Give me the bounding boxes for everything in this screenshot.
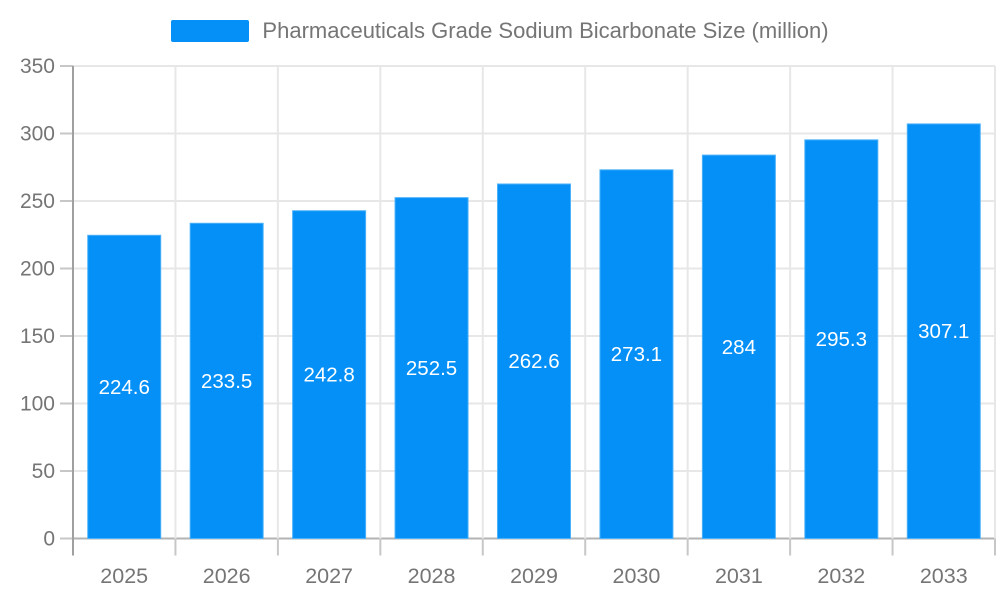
- x-tick-label-2025: 2025: [100, 564, 148, 588]
- x-tick-label-2028: 2028: [408, 564, 456, 588]
- bar-2029[interactable]: [497, 183, 571, 540]
- y-tick-label: 50: [32, 460, 55, 483]
- x-tick-label-2026: 2026: [203, 564, 251, 588]
- bar-value-label-2028: 252.5: [406, 357, 457, 380]
- y-tick-label: 300: [20, 123, 55, 146]
- x-tick-label-2027: 2027: [305, 564, 353, 588]
- bar-2028[interactable]: [394, 197, 469, 539]
- bar-value-label-2027: 242.8: [303, 364, 354, 387]
- bar-2025[interactable]: [87, 234, 162, 539]
- y-tick-label: 0: [43, 528, 55, 551]
- bar-2027[interactable]: [292, 210, 367, 539]
- x-tick-label-2032: 2032: [817, 564, 865, 588]
- bar-value-label-2025: 224.6: [99, 376, 150, 399]
- legend-marker[interactable]: [171, 20, 250, 42]
- y-tick-label: 350: [20, 55, 55, 78]
- bar-value-label-2031: 284: [722, 336, 756, 359]
- bar-value-label-2026: 233.5: [201, 370, 252, 393]
- bar-value-label-2029: 262.6: [508, 350, 559, 373]
- bar-series: [87, 123, 981, 540]
- bar-2031[interactable]: [701, 154, 776, 539]
- y-axis-labels: 0 50 100 150 200 250 300 350: [20, 55, 55, 551]
- x-tick-label-2029: 2029: [510, 564, 558, 588]
- bar-2032[interactable]: [804, 139, 879, 539]
- bar-2033[interactable]: [906, 123, 981, 539]
- y-tick-label: 150: [20, 325, 55, 348]
- chart-legend: Pharmaceuticals Grade Sodium Bicarbonate…: [0, 17, 1000, 45]
- y-tick-label: 250: [20, 190, 55, 213]
- bar-value-labels: 224.6 233.5 242.8 252.5 262.6 273.1 284 295.3 30…: [99, 320, 970, 399]
- x-tick-label-2031: 2031: [715, 564, 763, 588]
- x-axis-labels: 2025 2026 2027 2028 2029 2030 2031 2032 2033: [100, 564, 967, 588]
- y-tick-label: 100: [20, 393, 55, 416]
- bar-value-label-2033: 307.1: [918, 320, 969, 343]
- bar-2030[interactable]: [599, 169, 674, 539]
- legend-label[interactable]: Pharmaceuticals Grade Sodium Bicarbonate…: [262, 18, 829, 43]
- bar-2026[interactable]: [189, 222, 264, 539]
- y-tick-label: 200: [20, 258, 55, 281]
- bar-value-label-2032: 295.3: [816, 328, 867, 351]
- bar-value-label-2030: 273.1: [611, 343, 662, 366]
- x-tick-label-2030: 2030: [613, 564, 661, 588]
- x-tick-label-2033: 2033: [920, 564, 968, 588]
- axes: [60, 65, 996, 556]
